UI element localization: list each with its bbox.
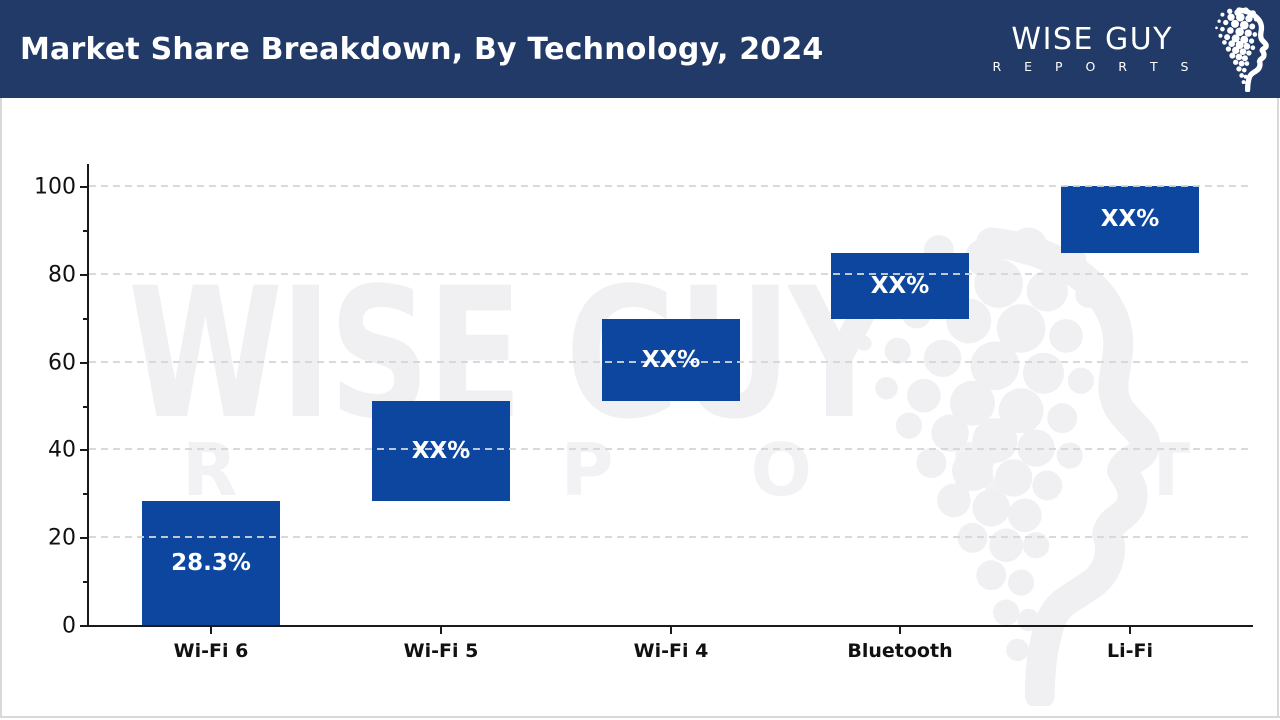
y-tick-label: 20 [48, 525, 76, 551]
x-tick-4 [899, 627, 901, 634]
gridline-80 [89, 272, 1253, 275]
bar-value-label: 28.3% [171, 549, 251, 576]
bar-wi-fi-4 [602, 318, 740, 402]
y-tick-100 [80, 186, 87, 188]
watermark-subtitle: R E P O R T S [182, 428, 1280, 512]
logo-wordmark: WISE GUY R E P O R T S [986, 21, 1198, 74]
y-minor-tick-90 [83, 229, 87, 232]
category-label-wi-fi-5: Wi-Fi 5 [403, 640, 479, 662]
x-tick-3 [670, 627, 672, 634]
x-tick-5 [1129, 627, 1131, 634]
logo-wordmark-line2: R E P O R T S [992, 58, 1198, 74]
category-label-bluetooth: Bluetooth [847, 640, 953, 662]
logo-head-icon [1200, 6, 1274, 92]
bar-value-label: XX% [870, 272, 930, 299]
bar-li-fi [1061, 186, 1199, 253]
category-label-wi-fi-4: Wi-Fi 4 [633, 640, 709, 662]
y-tick-20 [80, 537, 87, 540]
logo-wordmark-line1: WISE GUY [1011, 21, 1173, 57]
bottom-edge-line [0, 716, 1280, 718]
y-tick-40 [80, 449, 87, 452]
y-tick-0 [80, 625, 87, 627]
y-minor-tick-70 [83, 317, 87, 320]
page-title: Market Share Breakdown, By Technology, 2… [20, 31, 824, 67]
left-edge-line [0, 98, 2, 718]
gridline-100 [89, 185, 1253, 187]
header-banner: Market Share Breakdown, By Technology, 2… [0, 0, 1280, 98]
y-tick-60 [80, 361, 87, 364]
y-tick-label: 40 [48, 437, 76, 463]
bar-bluetooth [831, 252, 969, 319]
chart-area: WISE GUY R E P O R T S 28.3%XX%XX%XX%XX%… [0, 98, 1280, 720]
y-tick-label: 100 [34, 174, 76, 200]
y-axis-spine [87, 164, 89, 627]
gridline-40 [89, 448, 1253, 451]
y-tick-label: 0 [62, 613, 76, 639]
y-minor-tick-10 [83, 581, 87, 584]
y-minor-tick-50 [83, 405, 87, 408]
x-tick-2 [440, 627, 442, 634]
bar-value-label: XX% [1100, 206, 1160, 233]
y-tick-label: 60 [48, 350, 76, 376]
y-minor-tick-30 [83, 493, 87, 496]
y-tick-80 [80, 273, 87, 276]
bar-wi-fi-6 [142, 500, 280, 625]
right-edge-line [1277, 98, 1279, 718]
bar-wi-fi-5 [372, 401, 510, 501]
category-label-wi-fi-6: Wi-Fi 6 [173, 640, 249, 662]
waterfall-chart: 28.3% XX% XX% XX% XX% 0 20 40 60 80 100 Wi-Fi 6 Wi-F… [0, 98, 1280, 720]
gridline-60 [89, 360, 1253, 363]
bar-value-label: XX% [411, 437, 471, 464]
y-tick-label: 80 [48, 262, 76, 288]
bar-value-label: XX% [641, 346, 701, 373]
category-label-li-fi: Li-Fi [1107, 640, 1153, 662]
gridline-20 [89, 536, 1253, 539]
x-tick-1 [210, 627, 212, 634]
brand-logo: WISE GUY R E P O R T S [986, 6, 1274, 92]
x-axis-spine [87, 625, 1253, 627]
